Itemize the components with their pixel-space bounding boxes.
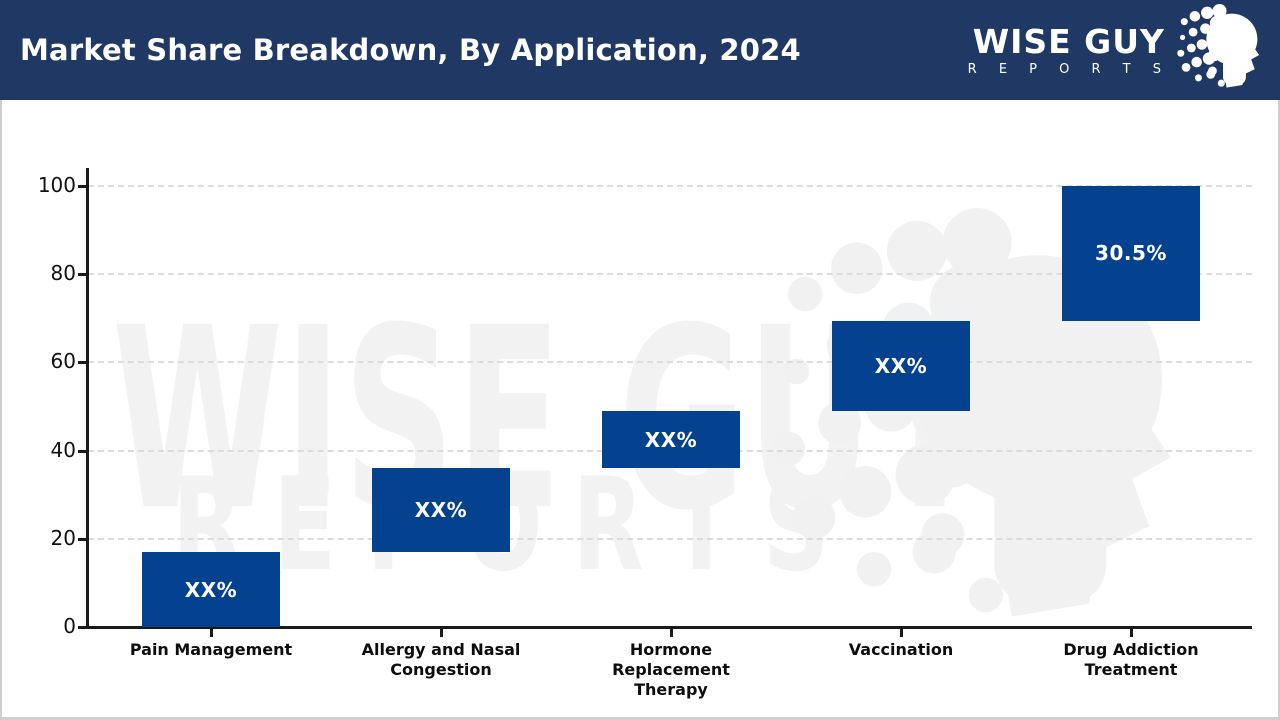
bar-value-label-allergy-and-nasal-congestion: XX% <box>414 498 468 523</box>
bar-vaccination: XX% <box>832 320 970 411</box>
y-axis-line <box>86 168 89 629</box>
category-label-hormone-replacement-therapy: Hormone Replacement Therapy <box>612 640 730 699</box>
category-label-vaccination: Vaccination <box>848 640 954 659</box>
bar-drug-addiction-treatment: 30.5% <box>1062 186 1200 321</box>
wiseguy-logo-text: WISE GUY R E P O R T S <box>968 25 1170 76</box>
x-tick-drug-addiction-treatment <box>1130 629 1133 637</box>
chart-title: Market Share Breakdown, By Application, … <box>20 33 801 67</box>
y-tick-label-20: 20 <box>50 525 76 550</box>
bar-pain-management: XX% <box>142 552 280 627</box>
page-border-bottom <box>0 717 1280 720</box>
x-tick-allergy-and-nasal-congestion <box>440 629 443 637</box>
x-tick-hormone-replacement-therapy <box>670 629 673 637</box>
y-tick-20 <box>78 537 87 541</box>
y-tick-label-40: 40 <box>50 437 76 462</box>
y-tick-40 <box>78 449 87 453</box>
y-tick-label-60: 60 <box>50 349 76 374</box>
y-tick-label-80: 80 <box>50 261 76 286</box>
y-tick-80 <box>78 273 87 277</box>
bar-value-label-hormone-replacement-therapy: XX% <box>644 427 698 452</box>
category-label-pain-management: Pain Management <box>129 640 293 659</box>
x-tick-pain-management <box>210 629 213 637</box>
category-label-drug-addiction-treatment: Drug Addiction Treatment <box>1063 640 1199 679</box>
page-border-right <box>1278 100 1280 720</box>
gridline-20 <box>88 537 1252 540</box>
y-tick-label-100: 100 <box>37 173 76 197</box>
bar-hormone-replacement-therapy: XX% <box>602 410 740 469</box>
wiseguy-face-logo-icon <box>1172 4 1260 96</box>
y-tick-label-0: 0 <box>63 614 76 638</box>
y-tick-100 <box>78 185 87 188</box>
gridline-80 <box>88 273 1252 276</box>
page-border-left <box>0 100 2 720</box>
gridline-100 <box>88 185 1252 187</box>
bar-value-label-pain-management: XX% <box>184 577 238 602</box>
x-axis-line <box>80 626 1252 629</box>
bar-value-label-drug-addiction-treatment: 30.5% <box>1095 241 1167 266</box>
bar-value-label-vaccination: XX% <box>874 353 928 378</box>
bar-allergy-and-nasal-congestion: XX% <box>372 468 510 553</box>
category-label-allergy-and-nasal-congestion: Allergy and Nasal Congestion <box>361 640 521 679</box>
header-bar: Market Share Breakdown, By Application, … <box>0 0 1280 100</box>
y-tick-60 <box>78 361 87 365</box>
gridline-60 <box>88 361 1252 364</box>
logo-wordmark: WISE GUY <box>972 21 1165 61</box>
x-tick-vaccination <box>900 629 903 637</box>
wiseguy-logo: WISE GUY R E P O R T S <box>968 4 1260 96</box>
logo-subtitle: R E P O R T S <box>967 61 1170 77</box>
